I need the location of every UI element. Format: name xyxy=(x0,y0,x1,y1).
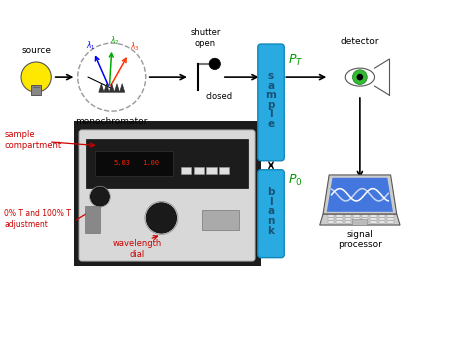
Polygon shape xyxy=(114,84,119,92)
FancyBboxPatch shape xyxy=(219,167,229,174)
FancyBboxPatch shape xyxy=(387,221,394,223)
Text: source: source xyxy=(21,46,51,55)
FancyBboxPatch shape xyxy=(258,44,284,161)
FancyBboxPatch shape xyxy=(74,121,261,266)
Text: 0% T and 100% T
adjustment: 0% T and 100% T adjustment xyxy=(4,209,72,229)
Text: wavelength
dial: wavelength dial xyxy=(112,239,162,259)
Circle shape xyxy=(91,187,109,206)
FancyBboxPatch shape xyxy=(86,139,248,188)
Text: signal
processor: signal processor xyxy=(338,230,382,249)
Polygon shape xyxy=(109,84,114,92)
FancyBboxPatch shape xyxy=(328,218,334,220)
FancyBboxPatch shape xyxy=(328,215,334,217)
FancyBboxPatch shape xyxy=(379,215,385,217)
FancyBboxPatch shape xyxy=(352,219,367,224)
Text: closed: closed xyxy=(205,92,232,101)
FancyBboxPatch shape xyxy=(31,85,41,95)
FancyBboxPatch shape xyxy=(345,221,351,223)
Text: s
a
m
p
l
e: s a m p l e xyxy=(265,71,276,129)
Text: 1.00: 1.00 xyxy=(142,160,159,166)
Polygon shape xyxy=(119,84,125,92)
Text: $\lambda_1$: $\lambda_1$ xyxy=(86,39,96,52)
Polygon shape xyxy=(104,84,109,92)
FancyBboxPatch shape xyxy=(362,218,368,220)
FancyBboxPatch shape xyxy=(353,215,360,217)
Polygon shape xyxy=(327,178,393,212)
FancyBboxPatch shape xyxy=(336,215,343,217)
Circle shape xyxy=(146,203,176,233)
Ellipse shape xyxy=(345,68,374,86)
FancyBboxPatch shape xyxy=(336,221,343,223)
Circle shape xyxy=(21,62,51,92)
Text: detector: detector xyxy=(341,37,379,46)
FancyBboxPatch shape xyxy=(370,218,377,220)
FancyBboxPatch shape xyxy=(201,210,239,230)
Text: shutter
open: shutter open xyxy=(190,29,220,48)
FancyBboxPatch shape xyxy=(328,221,334,223)
FancyBboxPatch shape xyxy=(206,167,217,174)
Text: $P_0$: $P_0$ xyxy=(288,173,302,188)
Circle shape xyxy=(209,58,220,70)
FancyBboxPatch shape xyxy=(379,218,385,220)
FancyBboxPatch shape xyxy=(362,215,368,217)
FancyBboxPatch shape xyxy=(387,218,394,220)
Text: 5.03: 5.03 xyxy=(114,160,131,166)
FancyBboxPatch shape xyxy=(181,167,191,174)
FancyBboxPatch shape xyxy=(353,221,360,223)
Text: $\lambda_2$: $\lambda_2$ xyxy=(109,35,119,47)
Text: $\lambda_3$: $\lambda_3$ xyxy=(129,41,139,54)
Text: monochromator: monochromator xyxy=(75,117,148,126)
Polygon shape xyxy=(323,175,397,214)
Polygon shape xyxy=(99,84,104,92)
FancyBboxPatch shape xyxy=(193,167,204,174)
FancyBboxPatch shape xyxy=(345,218,351,220)
FancyBboxPatch shape xyxy=(95,151,173,176)
Text: b
l
a
n
k: b l a n k xyxy=(267,187,275,236)
FancyBboxPatch shape xyxy=(353,218,360,220)
FancyBboxPatch shape xyxy=(370,215,377,217)
FancyBboxPatch shape xyxy=(362,221,368,223)
Circle shape xyxy=(356,74,363,80)
Text: $P_T$: $P_T$ xyxy=(288,53,303,68)
FancyBboxPatch shape xyxy=(379,221,385,223)
FancyBboxPatch shape xyxy=(336,218,343,220)
FancyBboxPatch shape xyxy=(387,215,394,217)
Polygon shape xyxy=(319,214,400,225)
Text: sample
compartment: sample compartment xyxy=(4,130,62,150)
FancyBboxPatch shape xyxy=(85,206,100,232)
FancyBboxPatch shape xyxy=(258,170,284,258)
FancyBboxPatch shape xyxy=(345,215,351,217)
FancyBboxPatch shape xyxy=(370,221,377,223)
FancyBboxPatch shape xyxy=(79,130,255,261)
Circle shape xyxy=(353,70,367,85)
